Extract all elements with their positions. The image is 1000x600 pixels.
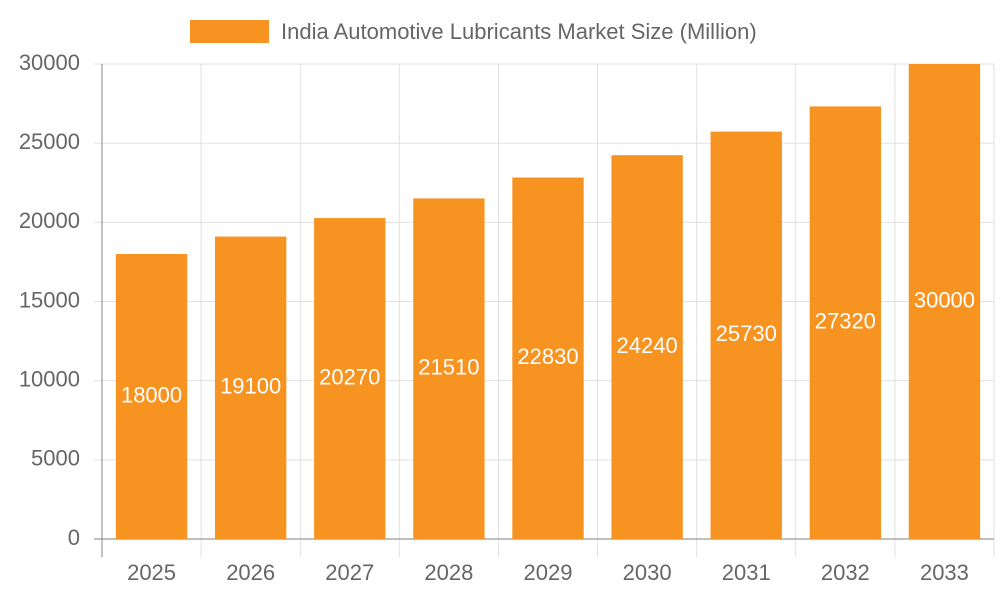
bar	[710, 131, 782, 539]
y-tick-label: 25000	[19, 129, 80, 154]
y-tick-label: 0	[68, 525, 80, 550]
data-label: 22830	[517, 344, 578, 369]
y-tick-label: 5000	[31, 446, 80, 471]
x-tick-label: 2029	[524, 560, 573, 585]
data-label: 21510	[418, 355, 479, 380]
bar	[611, 155, 683, 539]
x-tick-label: 2033	[920, 560, 969, 585]
bar	[214, 236, 287, 540]
x-tick-label: 2027	[325, 560, 374, 585]
y-tick-label: 30000	[19, 50, 80, 75]
y-tick-label: 15000	[19, 287, 80, 312]
x-tick-label: 2031	[722, 560, 771, 585]
x-tick-label: 2030	[623, 560, 672, 585]
bar	[512, 177, 584, 539]
x-tick-label: 2032	[821, 560, 870, 585]
data-label: 24240	[617, 333, 678, 358]
x-tick-label: 2026	[226, 560, 275, 585]
data-label: 18000	[121, 382, 182, 407]
legend-swatch	[190, 20, 269, 43]
data-label: 30000	[914, 287, 975, 312]
data-label: 27320	[815, 309, 876, 334]
data-label: 20270	[319, 364, 380, 389]
bar	[314, 218, 386, 539]
bar	[908, 64, 981, 539]
data-label: 25730	[716, 321, 777, 346]
legend-label: India Automotive Lubricants Market Size …	[281, 19, 757, 44]
bar	[413, 198, 485, 540]
y-tick-label: 20000	[19, 208, 80, 233]
bar	[115, 254, 188, 539]
x-tick-label: 2025	[127, 560, 176, 585]
data-label: 19100	[220, 374, 281, 399]
y-tick-label: 10000	[19, 366, 80, 391]
x-tick-label: 2028	[424, 560, 473, 585]
bar	[809, 106, 882, 539]
